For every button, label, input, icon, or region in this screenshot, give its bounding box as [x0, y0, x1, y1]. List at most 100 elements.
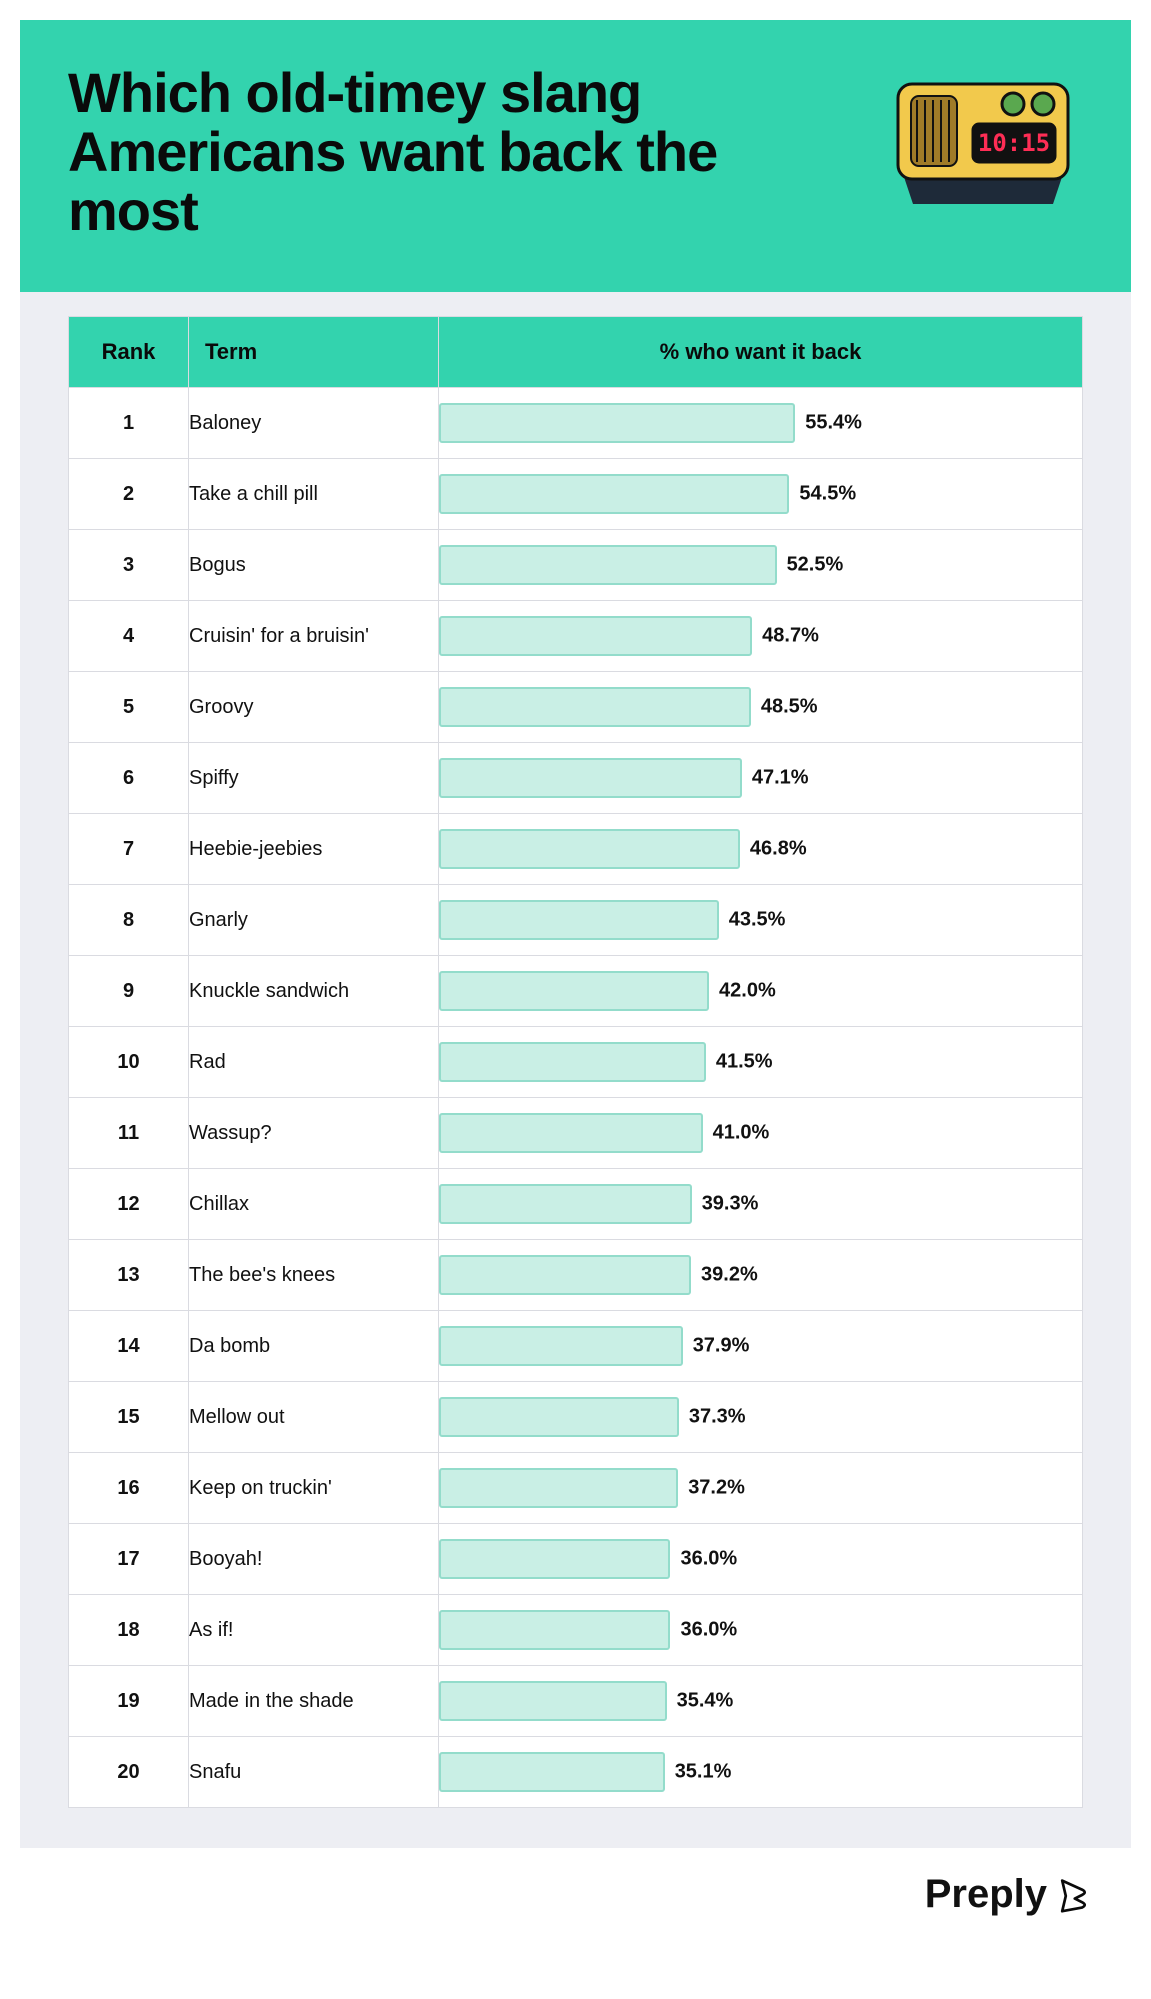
bar-label: 47.1% — [752, 767, 809, 790]
rank-cell: 16 — [69, 1453, 189, 1524]
bar-cell: 35.4% — [439, 1666, 1083, 1737]
term-cell: Da bomb — [189, 1311, 439, 1382]
infographic-card: Which old-timey slang Americans want bac… — [20, 20, 1131, 1848]
term-cell: Knuckle sandwich — [189, 956, 439, 1027]
bar — [439, 829, 740, 869]
bar — [439, 1752, 665, 1792]
bar-cell: 35.1% — [439, 1737, 1083, 1808]
term-cell: Booyah! — [189, 1524, 439, 1595]
term-cell: Wassup? — [189, 1098, 439, 1169]
term-cell: The bee's knees — [189, 1240, 439, 1311]
term-cell: Baloney — [189, 388, 439, 459]
bar-cell: 55.4% — [439, 388, 1083, 459]
rank-cell: 9 — [69, 956, 189, 1027]
rank-cell: 17 — [69, 1524, 189, 1595]
bar — [439, 403, 795, 443]
rank-cell: 5 — [69, 672, 189, 743]
rank-cell: 11 — [69, 1098, 189, 1169]
table-row: 11Wassup? 41.0% — [69, 1098, 1083, 1169]
rank-cell: 2 — [69, 459, 189, 530]
bar-cell: 39.2% — [439, 1240, 1083, 1311]
bar — [439, 1042, 706, 1082]
col-pct: % who want it back — [439, 317, 1083, 388]
bar-cell: 36.0% — [439, 1595, 1083, 1666]
bar-label: 37.9% — [693, 1335, 750, 1358]
bar — [439, 616, 752, 656]
rank-cell: 1 — [69, 388, 189, 459]
table-row: 1Baloney 55.4% — [69, 388, 1083, 459]
rank-cell: 8 — [69, 885, 189, 956]
bar-cell: 37.3% — [439, 1382, 1083, 1453]
term-cell: Gnarly — [189, 885, 439, 956]
term-cell: Rad — [189, 1027, 439, 1098]
bar — [439, 1255, 691, 1295]
radio-icon: 10:15 — [883, 64, 1083, 219]
term-cell: Spiffy — [189, 743, 439, 814]
term-cell: Take a chill pill — [189, 459, 439, 530]
bar — [439, 474, 789, 514]
bar-label: 55.4% — [805, 412, 862, 435]
bar-label: 54.5% — [799, 483, 856, 506]
term-cell: Heebie-jeebies — [189, 814, 439, 885]
bar-cell: 48.5% — [439, 672, 1083, 743]
bar-cell: 36.0% — [439, 1524, 1083, 1595]
table-row: 2Take a chill pill 54.5% — [69, 459, 1083, 530]
bar-label: 48.7% — [762, 625, 819, 648]
table-row: 12Chillax 39.3% — [69, 1169, 1083, 1240]
rank-cell: 12 — [69, 1169, 189, 1240]
term-cell: Made in the shade — [189, 1666, 439, 1737]
brand-mark-icon — [1055, 1877, 1091, 1913]
rank-cell: 10 — [69, 1027, 189, 1098]
bar-label: 39.2% — [701, 1264, 758, 1287]
term-cell: Keep on truckin' — [189, 1453, 439, 1524]
svg-text:10:15: 10:15 — [978, 129, 1050, 157]
bar-label: 46.8% — [750, 838, 807, 861]
table-row: 17Booyah!36.0% — [69, 1524, 1083, 1595]
bar-label: 52.5% — [787, 554, 844, 577]
bar-cell: 48.7% — [439, 601, 1083, 672]
bar — [439, 1468, 678, 1508]
table-row: 14Da bomb37.9% — [69, 1311, 1083, 1382]
rank-cell: 4 — [69, 601, 189, 672]
bar — [439, 1610, 670, 1650]
bar-cell: 39.3% — [439, 1169, 1083, 1240]
table-row: 15Mellow out37.3% — [69, 1382, 1083, 1453]
bar-cell: 41.0% — [439, 1098, 1083, 1169]
table-row: 7Heebie-jeebies46.8% — [69, 814, 1083, 885]
bar-cell: 43.5% — [439, 885, 1083, 956]
term-cell: Snafu — [189, 1737, 439, 1808]
bar — [439, 545, 777, 585]
bar-label: 48.5% — [761, 696, 818, 719]
brand-text: Preply — [925, 1872, 1047, 1917]
term-cell: Chillax — [189, 1169, 439, 1240]
table-row: 13The bee's knees 39.2% — [69, 1240, 1083, 1311]
table-row: 5Groovy48.5% — [69, 672, 1083, 743]
bar-cell: 37.9% — [439, 1311, 1083, 1382]
term-cell: As if! — [189, 1595, 439, 1666]
rank-cell: 6 — [69, 743, 189, 814]
term-cell: Cruisin' for a bruisin' — [189, 601, 439, 672]
rank-cell: 20 — [69, 1737, 189, 1808]
footer: Preply — [0, 1848, 1151, 1957]
bar-label: 35.4% — [677, 1690, 734, 1713]
table-row: 3Bogus52.5% — [69, 530, 1083, 601]
table-row: 20Snafu35.1% — [69, 1737, 1083, 1808]
bar-cell: 54.5% — [439, 459, 1083, 530]
brand-logo: Preply — [925, 1872, 1091, 1917]
rank-cell: 13 — [69, 1240, 189, 1311]
table-header-row: Rank Term % who want it back — [69, 317, 1083, 388]
rank-cell: 15 — [69, 1382, 189, 1453]
bar — [439, 1397, 679, 1437]
col-rank: Rank — [69, 317, 189, 388]
bar-label: 39.3% — [702, 1193, 759, 1216]
table-row: 4Cruisin' for a bruisin' 48.7% — [69, 601, 1083, 672]
table-row: 9Knuckle sandwich42.0% — [69, 956, 1083, 1027]
bar-label: 41.0% — [713, 1122, 770, 1145]
table-row: 18As if!36.0% — [69, 1595, 1083, 1666]
bar — [439, 1539, 670, 1579]
page-title: Which old-timey slang Americans want bac… — [68, 64, 788, 240]
bar — [439, 971, 709, 1011]
bar — [439, 758, 742, 798]
table-row: 6Spiffy 47.1% — [69, 743, 1083, 814]
bar — [439, 1326, 683, 1366]
